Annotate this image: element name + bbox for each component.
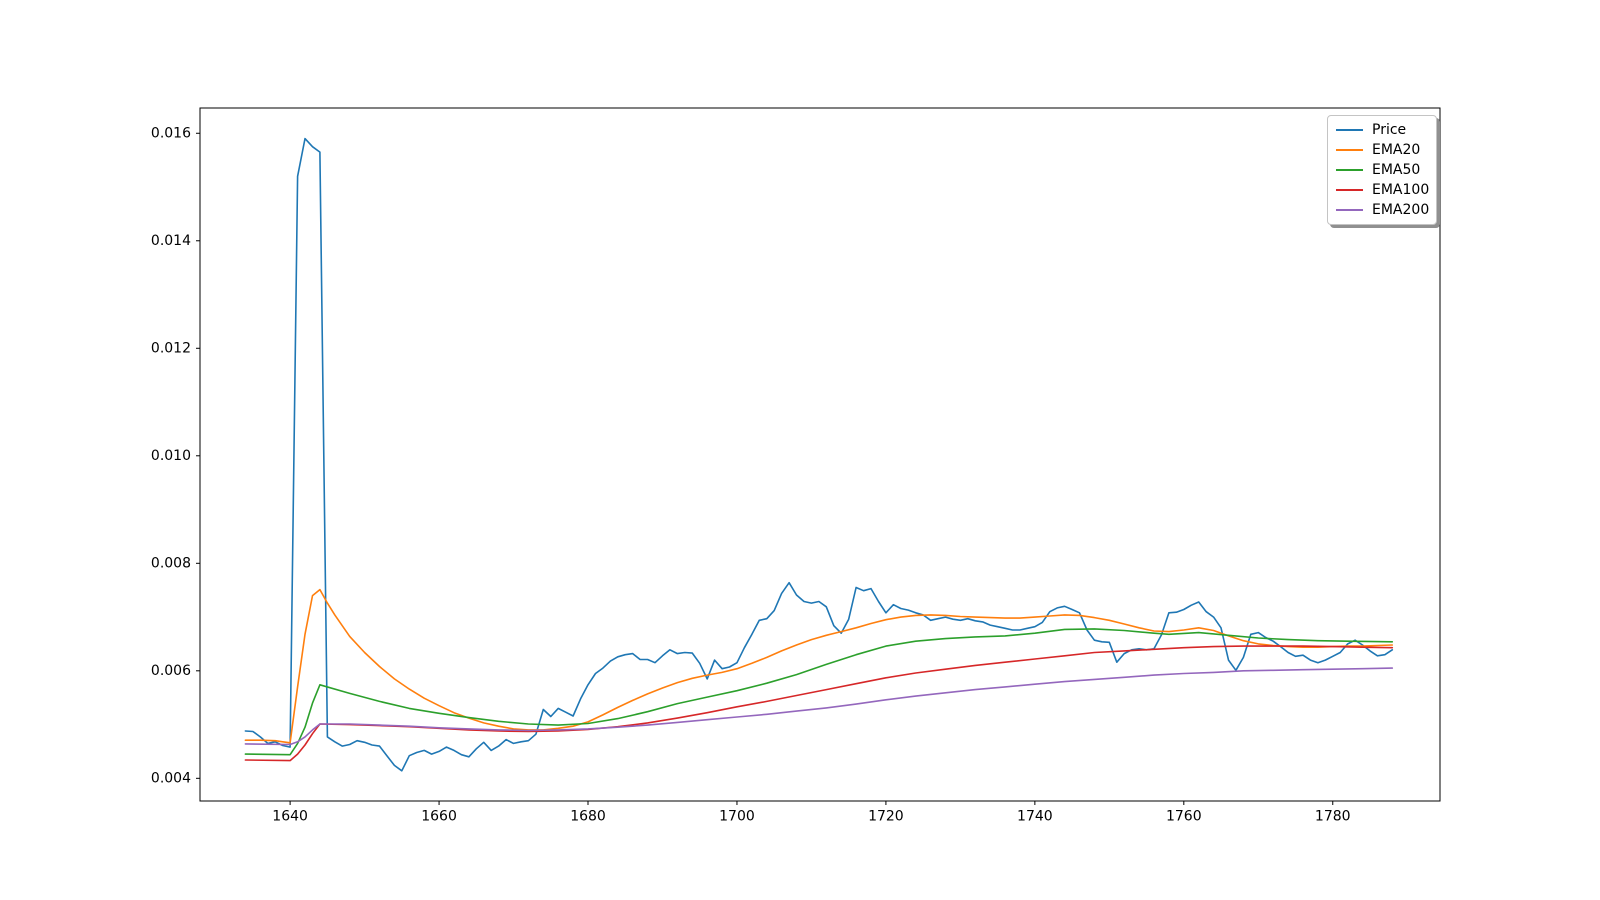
y-tick-label: 0.016 bbox=[151, 125, 191, 141]
legend-label: Price bbox=[1372, 122, 1407, 138]
line-ema100 bbox=[244, 645, 1394, 762]
ema20-line-swatch bbox=[1336, 149, 1363, 151]
x-tick-label: 1640 bbox=[272, 809, 308, 825]
legend-item-price: Price bbox=[1336, 120, 1428, 140]
ema200-line-swatch bbox=[1336, 209, 1363, 211]
x-tick-label: 1680 bbox=[570, 809, 606, 825]
y-tick-label: 0.006 bbox=[151, 663, 191, 679]
price-line-swatch bbox=[1336, 129, 1363, 131]
y-tick-label: 0.012 bbox=[151, 340, 191, 356]
legend-label: EMA50 bbox=[1372, 162, 1421, 178]
ema100-line-swatch bbox=[1336, 189, 1363, 191]
legend-item-ema200: EMA200 bbox=[1336, 200, 1430, 220]
x-tick-label: 1720 bbox=[868, 809, 904, 825]
x-tick-label: 1700 bbox=[719, 809, 755, 825]
line-ema50 bbox=[244, 628, 1394, 756]
line-ema20 bbox=[244, 588, 1394, 744]
x-tick-label: 1780 bbox=[1315, 809, 1351, 825]
y-tick-label: 0.010 bbox=[151, 448, 191, 464]
y-tick-label: 0.014 bbox=[151, 233, 191, 249]
line-price bbox=[244, 137, 1394, 772]
y-tick-label: 0.008 bbox=[151, 555, 191, 571]
x-tick-label: 1660 bbox=[421, 809, 457, 825]
ema50-line-swatch bbox=[1336, 169, 1363, 171]
legend: Price EMA20 EMA50 EMA100 EMA200 bbox=[1327, 115, 1437, 225]
line-ema200 bbox=[244, 667, 1394, 746]
legend-label: EMA200 bbox=[1372, 202, 1430, 218]
legend-item-ema100: EMA100 bbox=[1336, 180, 1430, 200]
legend-label: EMA100 bbox=[1372, 182, 1430, 198]
plot-border bbox=[199, 107, 1441, 802]
legend-item-ema50: EMA50 bbox=[1336, 160, 1428, 180]
x-tick-label: 1760 bbox=[1166, 809, 1202, 825]
y-tick-label: 0.004 bbox=[151, 770, 191, 786]
x-tick-label: 1740 bbox=[1017, 809, 1053, 825]
legend-item-ema20: EMA20 bbox=[1336, 140, 1428, 160]
legend-label: EMA20 bbox=[1372, 142, 1421, 158]
